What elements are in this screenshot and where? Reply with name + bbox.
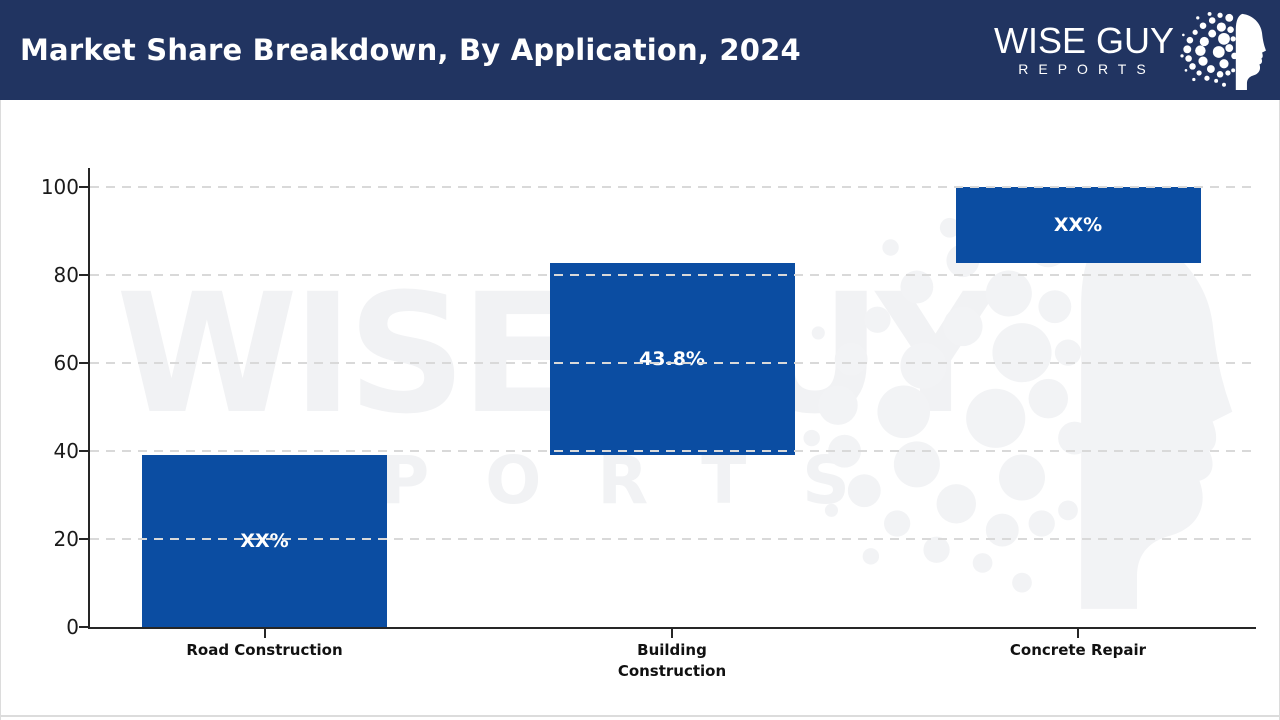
y-axis-tick-mark [79, 450, 88, 452]
footer-divider [1, 715, 1280, 717]
gridline-100 [90, 186, 1256, 188]
bar-building-construction: 43.8% [549, 262, 795, 456]
bar-value-label: XX% [1053, 213, 1103, 236]
x-axis-tick-mark [1077, 629, 1079, 638]
y-axis-tick-mark [79, 362, 88, 364]
gridline-80 [90, 274, 1256, 276]
y-axis-tick-mark [79, 186, 88, 188]
x-axis-category-label-concrete-repair: Concrete Repair [1009, 641, 1147, 659]
page-title: Market Share Breakdown, By Application, … [20, 33, 801, 67]
y-axis-tick-label: 60 [53, 351, 79, 375]
head-profile-dots-icon [1178, 10, 1270, 90]
brand-logo: WISE GUY REPORTS [994, 10, 1270, 90]
y-axis-tick-mark [79, 274, 88, 276]
watermark-head-dots-icon [792, 208, 1252, 613]
bar-concrete-repair: XX% [955, 187, 1201, 263]
bar-value-label: XX% [240, 530, 289, 553]
gridline-60 [90, 362, 1256, 364]
brand-subname: REPORTS [1018, 61, 1156, 77]
x-axis-tick-mark [671, 629, 673, 638]
bar-value-label: 43.8% [639, 348, 705, 371]
y-axis-tick-mark [79, 538, 88, 540]
gridline-40 [90, 450, 1256, 452]
x-axis-category-label-building-construction: Building Construction [617, 641, 727, 680]
header-bar: Market Share Breakdown, By Application, … [0, 0, 1280, 100]
bar-road-construction: XX% [142, 455, 387, 627]
chart-canvas: WISE GUY REPORTS [0, 100, 1280, 720]
y-axis-tick-label: 0 [66, 615, 79, 639]
brand-name: WISE GUY [993, 20, 1174, 61]
brand-wordmark: WISE GUY REPORTS [993, 20, 1174, 78]
x-axis-line [88, 627, 1256, 629]
y-axis-tick-label: 80 [53, 263, 79, 287]
x-axis-category-label-road-construction: Road Construction [186, 641, 343, 659]
y-axis-tick-label: 40 [53, 439, 79, 463]
gridline-20 [90, 538, 1256, 540]
y-axis-tick-label: 100 [40, 175, 79, 199]
x-axis-tick-mark [263, 629, 266, 638]
y-axis-line [88, 168, 90, 629]
y-axis-tick-label: 20 [53, 527, 79, 551]
y-axis-tick-mark [79, 626, 88, 628]
